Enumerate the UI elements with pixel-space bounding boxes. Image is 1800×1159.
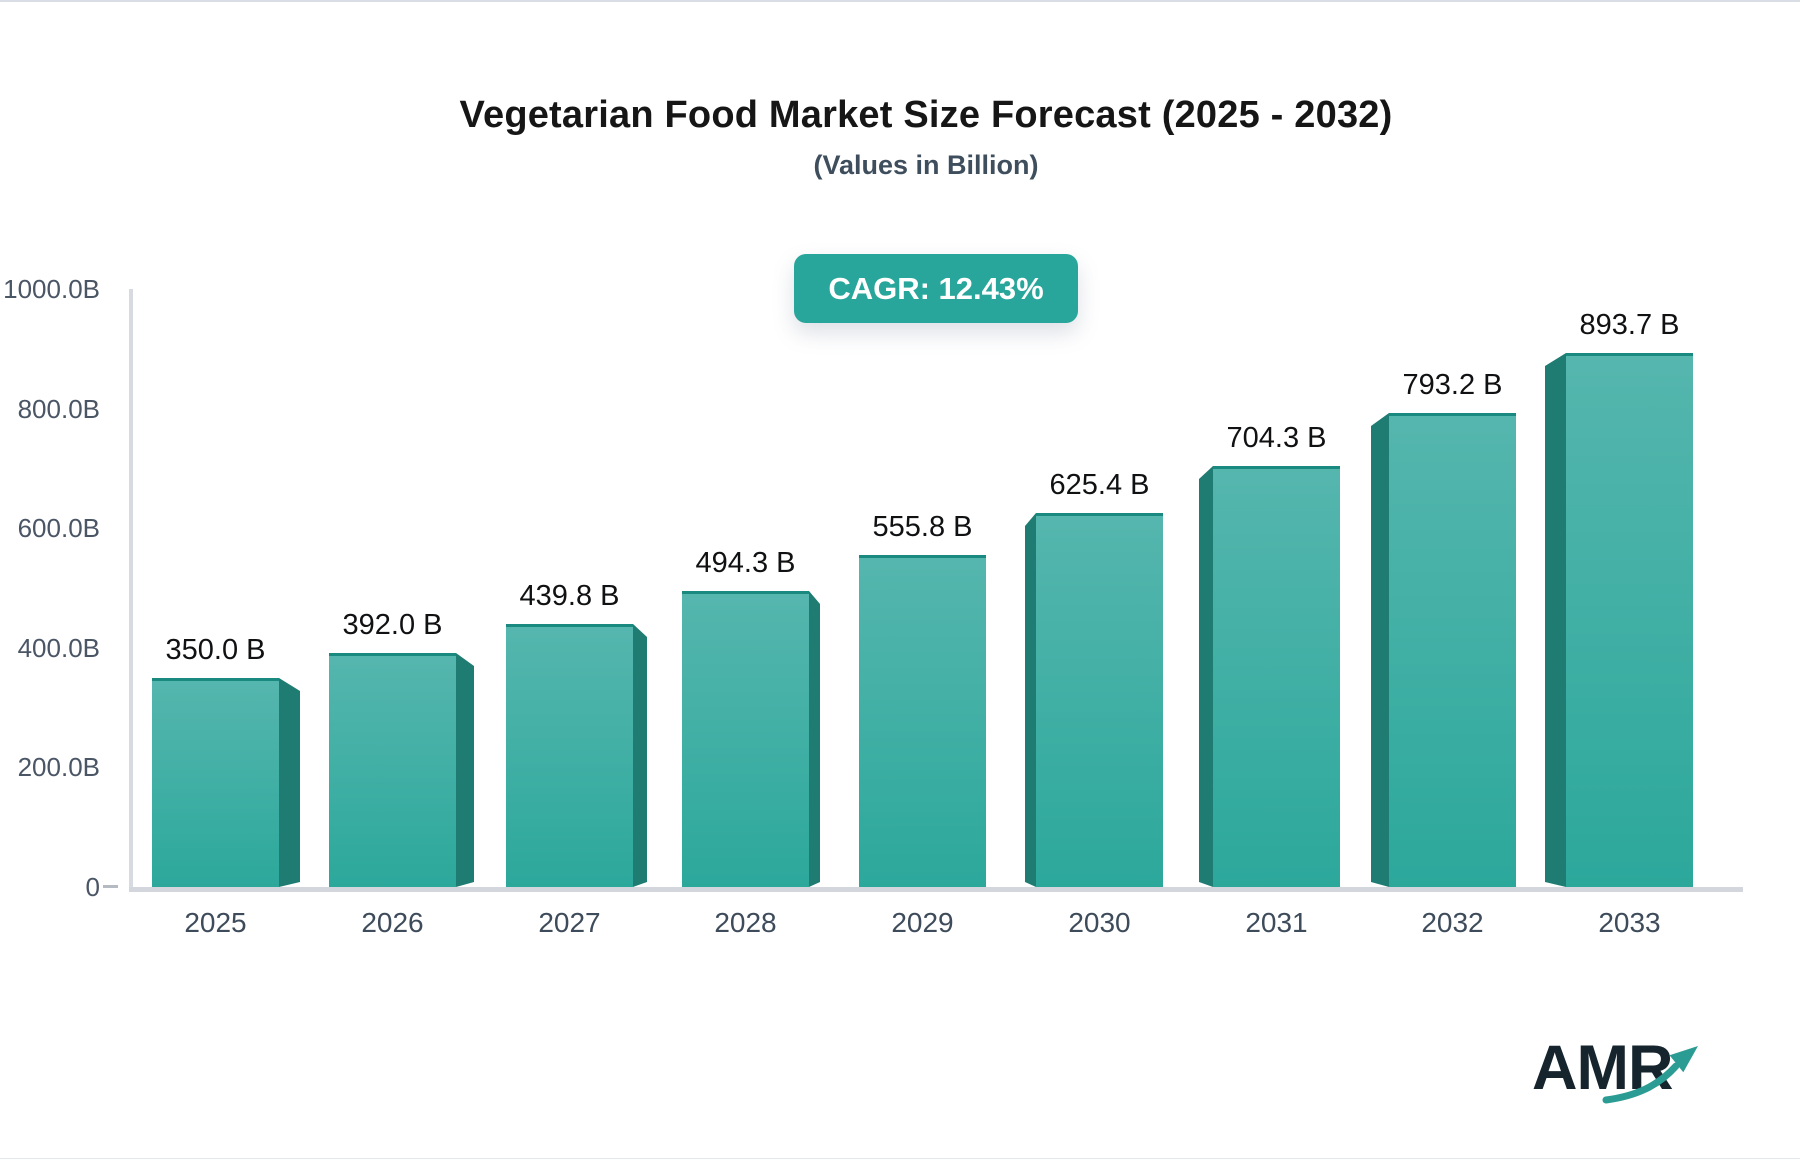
x-axis-line <box>129 887 1743 892</box>
x-axis-label: 2028 <box>714 907 777 938</box>
bar-value-label: 350.0 B <box>165 634 266 666</box>
brand-logo: AMR <box>1520 1032 1740 1122</box>
logo-text: AMR <box>1532 1033 1673 1103</box>
bar-value-label: 704.3 B <box>1226 422 1327 454</box>
x-axis-label: 2026 <box>361 907 424 938</box>
cagr-badge: CAGR: 12.43% <box>794 254 1078 323</box>
bar-side-face <box>633 624 647 887</box>
x-axis-label: 2030 <box>1068 907 1131 938</box>
x-axis-label: 2029 <box>891 907 954 938</box>
y-axis-label: 200.0B <box>17 752 100 783</box>
chart-subtitle: (Values in Billion) <box>813 150 1039 180</box>
bar-side-face <box>809 591 820 887</box>
bar-2028 <box>682 591 809 887</box>
bar-value-label: 555.8 B <box>872 511 973 543</box>
y-axis-label: 0 <box>85 872 100 902</box>
x-axis-label: 2031 <box>1245 907 1308 938</box>
growth-arrow-icon <box>1602 1046 1698 1104</box>
bar-value-label: 793.2 B <box>1402 369 1503 401</box>
bar-2025 <box>152 678 279 887</box>
y-axis-label: 800.0B <box>17 393 100 424</box>
x-axis-label: 2033 <box>1598 907 1661 938</box>
bar-value-label: 494.3 B <box>695 547 796 579</box>
bar-2029 <box>859 555 986 887</box>
bar-value-label: 439.8 B <box>519 580 620 612</box>
bar-2027 <box>506 624 633 887</box>
bar-side-face <box>1025 513 1036 887</box>
bar-2033 <box>1566 353 1693 887</box>
bar-side-face <box>279 678 300 887</box>
y-axis-label: 600.0B <box>17 513 100 544</box>
y-axis-line <box>129 289 133 887</box>
bar-side-face <box>1199 466 1213 887</box>
bar-2032 <box>1389 413 1516 887</box>
y-axis-label: 1000.0B <box>3 274 100 304</box>
bar-side-face <box>1545 353 1566 887</box>
x-axis-label: 2027 <box>538 907 601 938</box>
x-axis-label: 2032 <box>1421 907 1484 938</box>
bar-side-face <box>456 653 474 887</box>
bar-value-label: 893.7 B <box>1579 309 1680 341</box>
x-axis-label: 2025 <box>184 907 247 938</box>
bar-value-label: 625.4 B <box>1049 469 1150 501</box>
bar-side-face <box>1371 413 1389 887</box>
zero-tick-mark <box>103 885 118 888</box>
y-axis-label: 400.0B <box>17 632 100 663</box>
page-title: Vegetarian Food Market Size Forecast (20… <box>459 94 1393 136</box>
bar-value-label: 392.0 B <box>342 609 443 641</box>
bar-2026 <box>329 653 456 887</box>
bar-2031 <box>1213 466 1340 887</box>
bar-2030 <box>1036 513 1163 887</box>
